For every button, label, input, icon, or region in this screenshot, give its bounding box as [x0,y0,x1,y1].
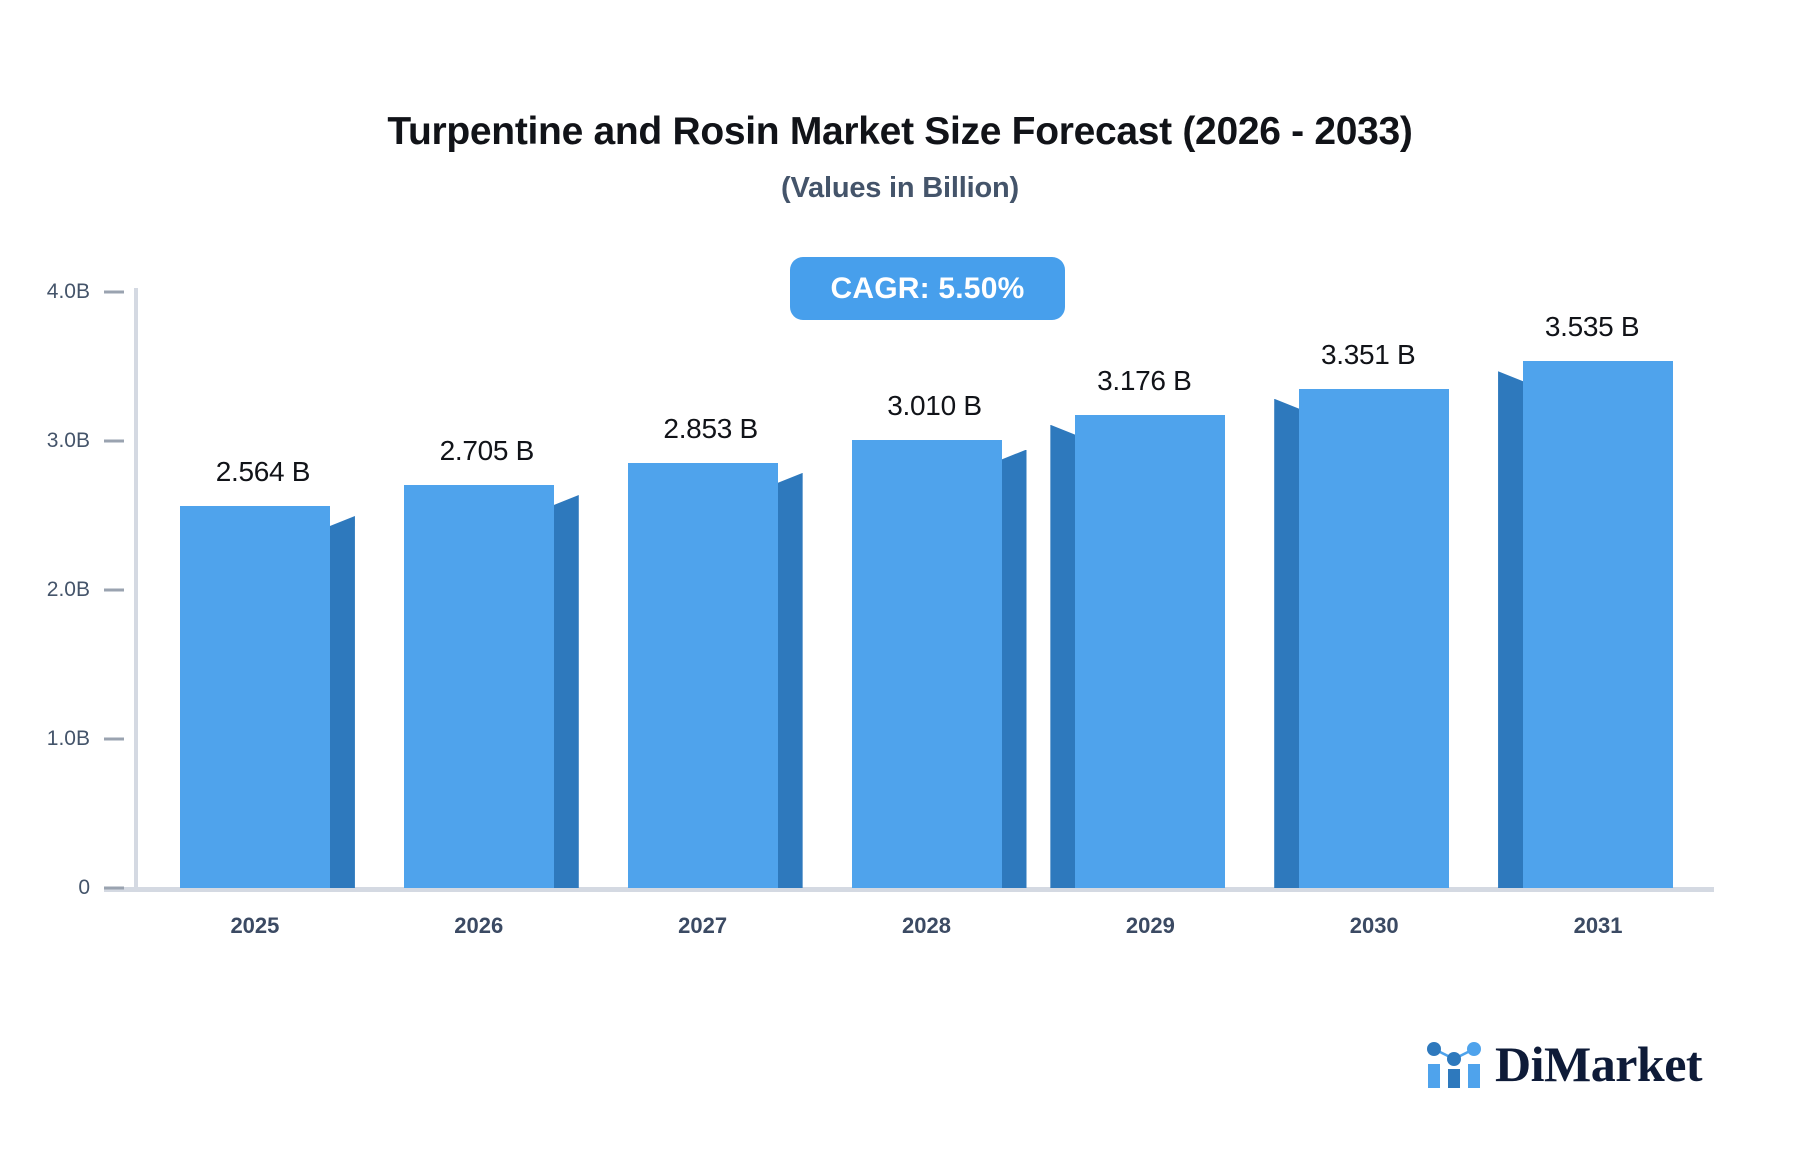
bar-front-face [1523,361,1674,888]
bar-2028[interactable] [851,439,1027,888]
bar-2031[interactable] [1498,361,1674,888]
x-tick-label-2030: 2030 [1349,913,1399,938]
y-tick-mark [104,290,124,294]
x-tick-label-2028: 2028 [902,913,951,938]
bar-side-face [553,494,579,888]
bar-value-label: 2.853 B [663,412,758,444]
cagr-badge-label: CAGR: 5.50% [830,271,1025,305]
bar-2027[interactable] [627,462,803,888]
x-tick-label-2025: 2025 [230,913,280,938]
bar-front-face [403,484,554,888]
y-tick-label: 2.0B [46,578,90,601]
x-tick-label-2031: 2031 [1573,913,1623,938]
x-tick-label-2029: 2029 [1125,913,1175,938]
bar-side-face [1050,424,1076,888]
bar-side-face [1274,398,1300,888]
y-tick-mark [104,439,124,443]
chart-title: Turpentine and Rosin Market Size Forecas… [387,110,1413,153]
y-tick-mark [104,588,124,592]
y-tick-label: 4.0B [46,280,90,303]
cagr-badge: CAGR: 5.50% [790,257,1065,320]
bar-2026[interactable] [403,484,579,888]
bar-2030[interactable] [1274,388,1450,888]
bar-value-label: 3.535 B [1544,311,1640,343]
bar-2025[interactable] [179,505,355,888]
bar-front-face [1075,414,1226,888]
chart-subtitle: (Values in Billion) [781,172,1019,204]
x-tick-label-2026: 2026 [454,913,504,938]
bar-value-label: 3.351 B [1320,338,1416,370]
bar-front-face [179,505,330,888]
bar-side-face [1001,449,1027,888]
y-tick-label: 3.0B [46,429,90,452]
bar-side-face [777,472,803,888]
x-axis-line [104,887,1714,892]
x-tick-label-2027: 2027 [678,913,728,938]
brand-name: DiMarket [1495,1036,1703,1092]
bar-value-label: 3.176 B [1097,364,1192,396]
brand-logo: DiMarket [1425,1036,1703,1092]
y-tick-mark [104,886,124,890]
y-tick-label: 1.0B [46,727,90,750]
bar-front-face [627,462,778,888]
bar-side-face [1498,371,1524,888]
bar-2029[interactable] [1050,414,1226,888]
bar-side-face [329,515,355,888]
bar-front-face [1299,388,1450,888]
bar-value-label: 3.010 B [887,389,982,421]
y-axis-line [134,288,138,890]
bar-front-face [851,439,1002,888]
bar-value-label: 2.705 B [439,434,535,466]
y-tick-label: 0 [78,876,90,899]
y-tick-mark [104,737,124,741]
bar-chart-icon [1427,1042,1481,1088]
bar-value-label: 2.564 B [215,455,311,487]
